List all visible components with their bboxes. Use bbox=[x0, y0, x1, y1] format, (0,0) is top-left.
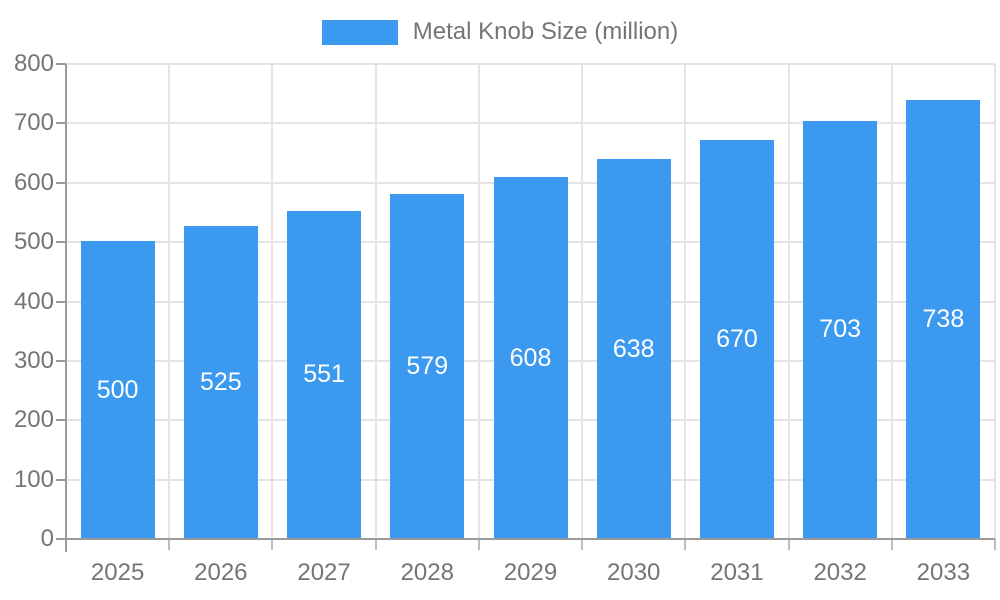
bar: 670 bbox=[699, 140, 774, 538]
legend: Metal Knob Size (million) bbox=[0, 18, 1000, 46]
y-axis-tick bbox=[56, 122, 66, 125]
x-gridline bbox=[581, 64, 584, 539]
y-axis-label: 100 bbox=[13, 465, 54, 493]
y-axis-tick bbox=[56, 181, 66, 184]
x-axis-tick bbox=[581, 539, 584, 550]
y-axis-label: 0 bbox=[40, 525, 54, 552]
bar: 738 bbox=[906, 99, 981, 538]
bar-value-label: 500 bbox=[96, 375, 139, 404]
y-axis-tick bbox=[56, 63, 66, 65]
x-axis-label: 2032 bbox=[813, 559, 867, 586]
bar-value-label: 525 bbox=[199, 368, 242, 397]
x-axis-tick bbox=[374, 539, 377, 550]
x-axis-label: 2030 bbox=[607, 559, 661, 586]
x-axis-tick bbox=[684, 539, 687, 550]
x-gridline bbox=[271, 64, 274, 539]
bar: 638 bbox=[596, 159, 671, 538]
y-axis-label: 300 bbox=[13, 346, 54, 374]
x-axis-tick bbox=[477, 539, 480, 550]
x-axis-tick bbox=[168, 539, 171, 550]
bar-value-label: 638 bbox=[612, 334, 655, 363]
bar: 608 bbox=[493, 177, 568, 538]
bar-value-label: 551 bbox=[303, 360, 345, 389]
x-axis-label: 2031 bbox=[710, 559, 764, 586]
x-gridline bbox=[890, 64, 893, 539]
y-axis-label: 200 bbox=[13, 406, 54, 434]
bar-value-label: 738 bbox=[922, 304, 965, 333]
y-axis-tick bbox=[56, 300, 66, 303]
y-axis-tick bbox=[56, 538, 66, 540]
x-gridline bbox=[168, 64, 171, 539]
bar: 703 bbox=[803, 120, 878, 538]
x-gridline bbox=[374, 64, 377, 539]
bar-value-label: 608 bbox=[509, 343, 552, 372]
bar: 579 bbox=[390, 194, 465, 538]
x-axis-label: 2033 bbox=[916, 559, 971, 586]
y-axis-line bbox=[65, 64, 67, 552]
x-axis-line bbox=[65, 538, 995, 540]
y-axis-label: 500 bbox=[13, 228, 54, 256]
bar-value-label: 703 bbox=[819, 315, 862, 344]
x-gridline bbox=[787, 64, 790, 539]
legend-label: Metal Knob Size (million) bbox=[412, 18, 679, 45]
x-gridline bbox=[684, 64, 687, 539]
x-axis-tick bbox=[994, 539, 996, 550]
bar: 551 bbox=[287, 210, 362, 538]
x-gridline bbox=[994, 64, 996, 539]
bar: 525 bbox=[183, 226, 258, 538]
bar-value-label: 670 bbox=[716, 325, 758, 354]
x-gridline bbox=[477, 64, 480, 539]
x-axis-label: 2026 bbox=[194, 559, 248, 586]
legend-swatch bbox=[321, 19, 398, 45]
x-axis-tick bbox=[890, 539, 893, 550]
y-axis-tick bbox=[56, 478, 66, 481]
x-axis-label: 2029 bbox=[503, 559, 558, 586]
y-gridline bbox=[66, 122, 995, 125]
y-axis-tick bbox=[56, 359, 66, 362]
y-axis-label: 700 bbox=[13, 109, 54, 137]
bar: 500 bbox=[80, 241, 155, 538]
y-axis-label: 600 bbox=[13, 168, 54, 196]
y-axis-label: 800 bbox=[13, 50, 54, 77]
y-axis-tick bbox=[56, 241, 66, 244]
x-axis-tick bbox=[787, 539, 790, 550]
y-axis-tick bbox=[56, 419, 66, 422]
x-axis-label: 2028 bbox=[400, 559, 454, 586]
y-gridline bbox=[66, 63, 995, 65]
x-axis-label: 2027 bbox=[297, 559, 351, 586]
y-axis-label: 400 bbox=[13, 287, 54, 315]
x-axis-tick bbox=[271, 539, 274, 550]
x-axis-label: 2025 bbox=[90, 559, 145, 586]
bar-value-label: 579 bbox=[406, 352, 449, 381]
